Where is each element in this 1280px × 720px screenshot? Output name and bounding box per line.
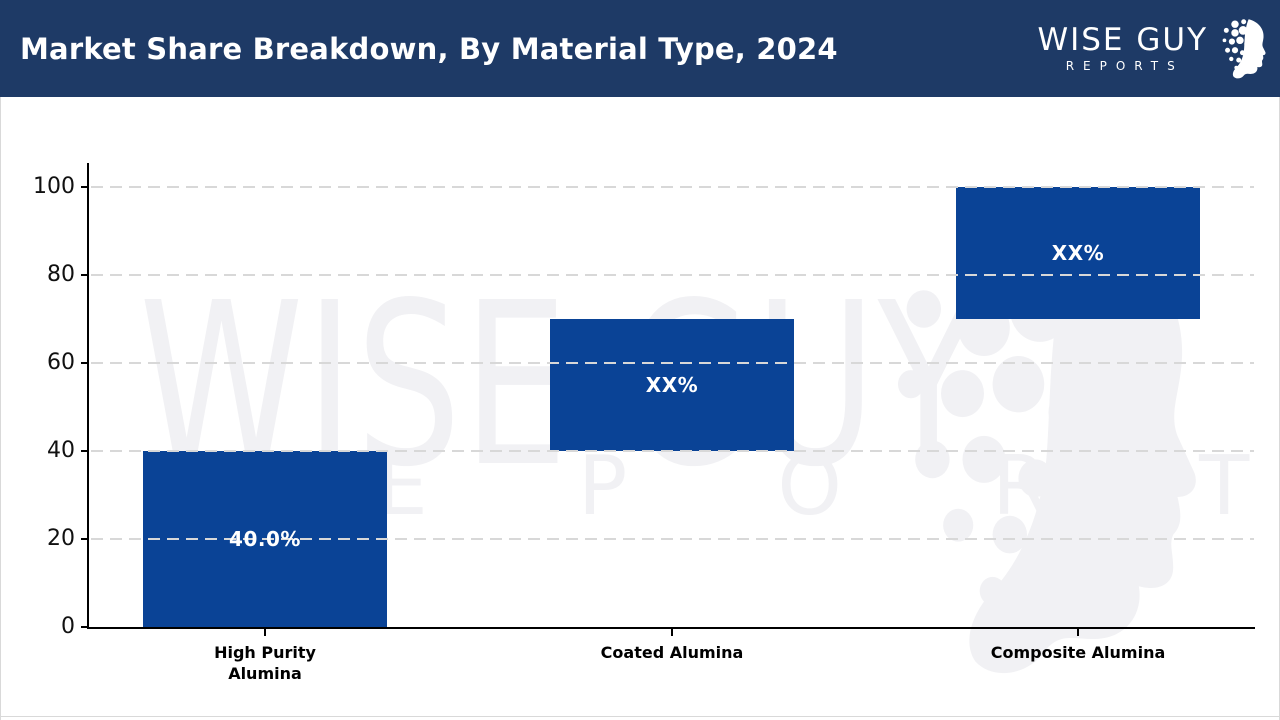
chart-region: WISE GUY R E P O R T S 40.0%XX%XX% 02040…: [0, 97, 1280, 720]
x-tick-mark: [1077, 629, 1079, 636]
gridline: [91, 273, 1254, 276]
y-tick-mark: [81, 449, 89, 452]
x-axis-line: [87, 627, 1255, 629]
logo-subtext: REPORTS: [1065, 59, 1184, 73]
bar: [956, 186, 1200, 319]
gridline: [91, 361, 1254, 364]
x-category-label: High Purity Alumina: [214, 643, 316, 683]
y-tick-mark: [81, 361, 89, 364]
y-tick-label: 80: [47, 261, 75, 287]
y-axis-line: [87, 163, 89, 629]
bar: [550, 318, 794, 451]
x-tick-mark: [264, 629, 266, 636]
logo-wordmark: WISE GUY: [1037, 22, 1208, 58]
y-tick-label: 40: [47, 437, 75, 463]
bar-value-label: 40.0%: [229, 526, 301, 551]
bar-value-label: XX%: [645, 372, 699, 397]
x-category-label: Composite Alumina: [990, 643, 1166, 662]
y-tick-label: 20: [47, 525, 75, 551]
x-tick-mark: [671, 629, 673, 636]
y-tick-mark: [81, 537, 89, 540]
bottom-divider: [1, 716, 1279, 717]
y-tick-label: 0: [61, 614, 75, 639]
y-tick-mark: [81, 185, 89, 188]
bar-value-label: XX%: [1051, 240, 1105, 265]
gridline: [91, 537, 1254, 540]
gridline: [91, 185, 1254, 188]
logo-text: WISE GUY REPORTS: [1037, 22, 1208, 73]
y-tick-mark: [81, 273, 89, 276]
page-title: Market Share Breakdown, By Material Type…: [20, 31, 838, 66]
y-tick-mark: [81, 626, 89, 628]
gridline: [91, 449, 1254, 452]
header: Market Share Breakdown, By Material Type…: [0, 0, 1280, 97]
wiseguy-logo: WISE GUY REPORTS: [1037, 12, 1266, 86]
x-category-label: Coated Alumina: [600, 643, 744, 662]
y-tick-label: 60: [47, 349, 75, 375]
logo-face-icon: [1222, 18, 1266, 78]
y-tick-label: 100: [33, 173, 75, 199]
